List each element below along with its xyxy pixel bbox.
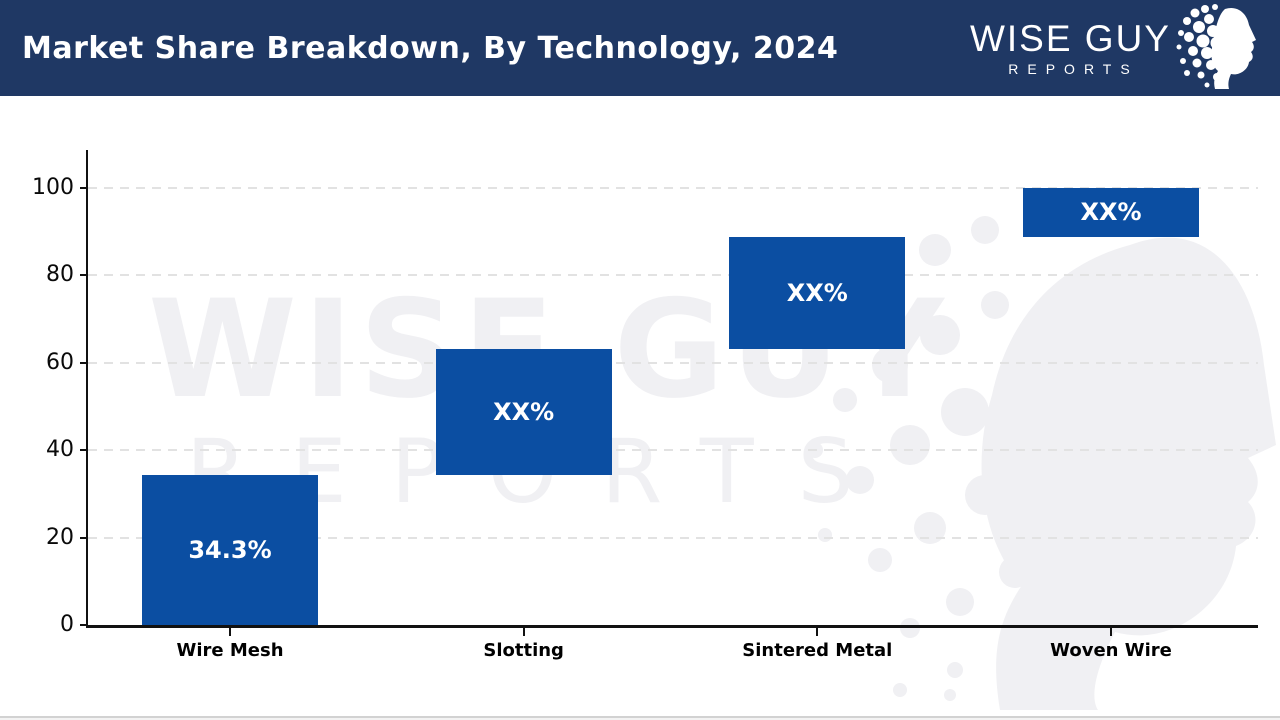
y-tick-label: 60 <box>46 349 74 375</box>
y-axis <box>86 150 88 628</box>
x-category-label: Slotting <box>483 640 564 661</box>
bar-value-label: XX% <box>786 278 848 307</box>
y-tick-mark <box>80 274 88 277</box>
gridline <box>88 274 1258 277</box>
gridline <box>88 361 1258 364</box>
y-tick-mark <box>80 361 88 364</box>
y-tick-label: 100 <box>32 175 74 200</box>
y-tick-mark <box>80 449 88 452</box>
header: Market Share Breakdown, By Technology, 2… <box>0 0 1280 96</box>
bar-slotting: XX% <box>435 348 612 476</box>
y-tick-mark <box>80 187 88 189</box>
x-category-label: Woven Wire <box>1050 640 1172 661</box>
x-tick-mark <box>1110 628 1112 636</box>
bar-wire-mesh: 34.3% <box>142 475 318 625</box>
x-tick-mark <box>522 628 525 636</box>
logo-head-icon <box>1176 4 1256 90</box>
bar-woven-wire: XX% <box>1023 188 1199 237</box>
y-tick-mark <box>80 624 88 626</box>
wise-guy-reports-logo: WISE GUY REPORTS <box>970 3 1258 93</box>
bottom-border <box>0 716 1280 718</box>
watermark-head-icon <box>807 210 1276 710</box>
chart-title: Market Share Breakdown, By Technology, 2… <box>22 30 839 66</box>
x-category-label: Wire Mesh <box>176 640 284 661</box>
y-tick-label: 40 <box>46 437 74 463</box>
x-tick-mark <box>229 628 231 636</box>
y-tick-label: 80 <box>46 262 74 288</box>
logo-wordmark: WISE GUY <box>969 17 1171 59</box>
bar-value-label: XX% <box>493 397 555 426</box>
bottom-edge <box>0 718 1280 720</box>
y-tick-label: 20 <box>46 524 74 550</box>
gridline <box>88 187 1258 189</box>
bar-value-label: 34.3% <box>188 536 272 565</box>
gridline <box>88 536 1258 539</box>
y-tick-mark <box>80 536 88 539</box>
logo-subtitle: REPORTS <box>1008 60 1139 77</box>
x-axis <box>86 625 1258 628</box>
bar-sintered-metal: XX% <box>729 236 906 349</box>
y-tick-label: 0 <box>60 612 74 637</box>
bar-value-label: XX% <box>1080 198 1142 227</box>
x-category-label: Sintered Metal <box>742 640 893 661</box>
x-tick-mark <box>816 628 819 636</box>
gridline <box>88 449 1258 452</box>
